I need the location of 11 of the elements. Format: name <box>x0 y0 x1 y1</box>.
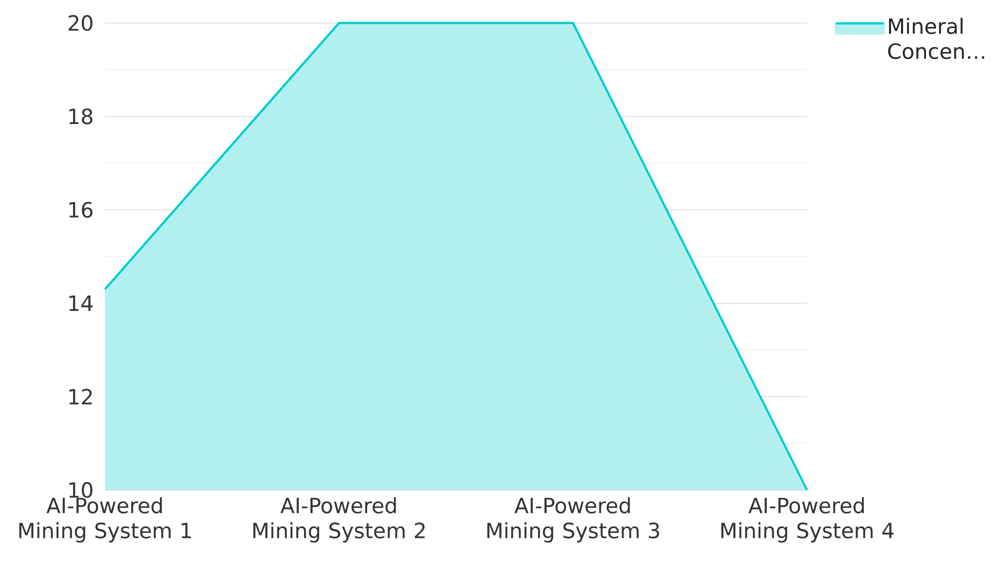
x-tick-label: AI-Powered Mining System 3 <box>487 497 660 543</box>
y-tick-label: 20 <box>68 15 92 31</box>
y-tick-label: 12 <box>69 388 92 404</box>
x-tick-label: AI-Powered Mining System 1 <box>19 497 191 543</box>
y-tick-label: 16 <box>69 202 92 218</box>
x-tick-label: AI-Powered Mining System 4 <box>721 497 894 543</box>
y-tick-label: 18 <box>69 108 92 124</box>
x-tick-label: AI-Powered Mining System 2 <box>253 497 425 543</box>
legend-label: Mineral Concen… <box>888 18 984 60</box>
y-tick-label: 14 <box>69 296 93 311</box>
y-tick-label: 10 <box>69 482 92 498</box>
